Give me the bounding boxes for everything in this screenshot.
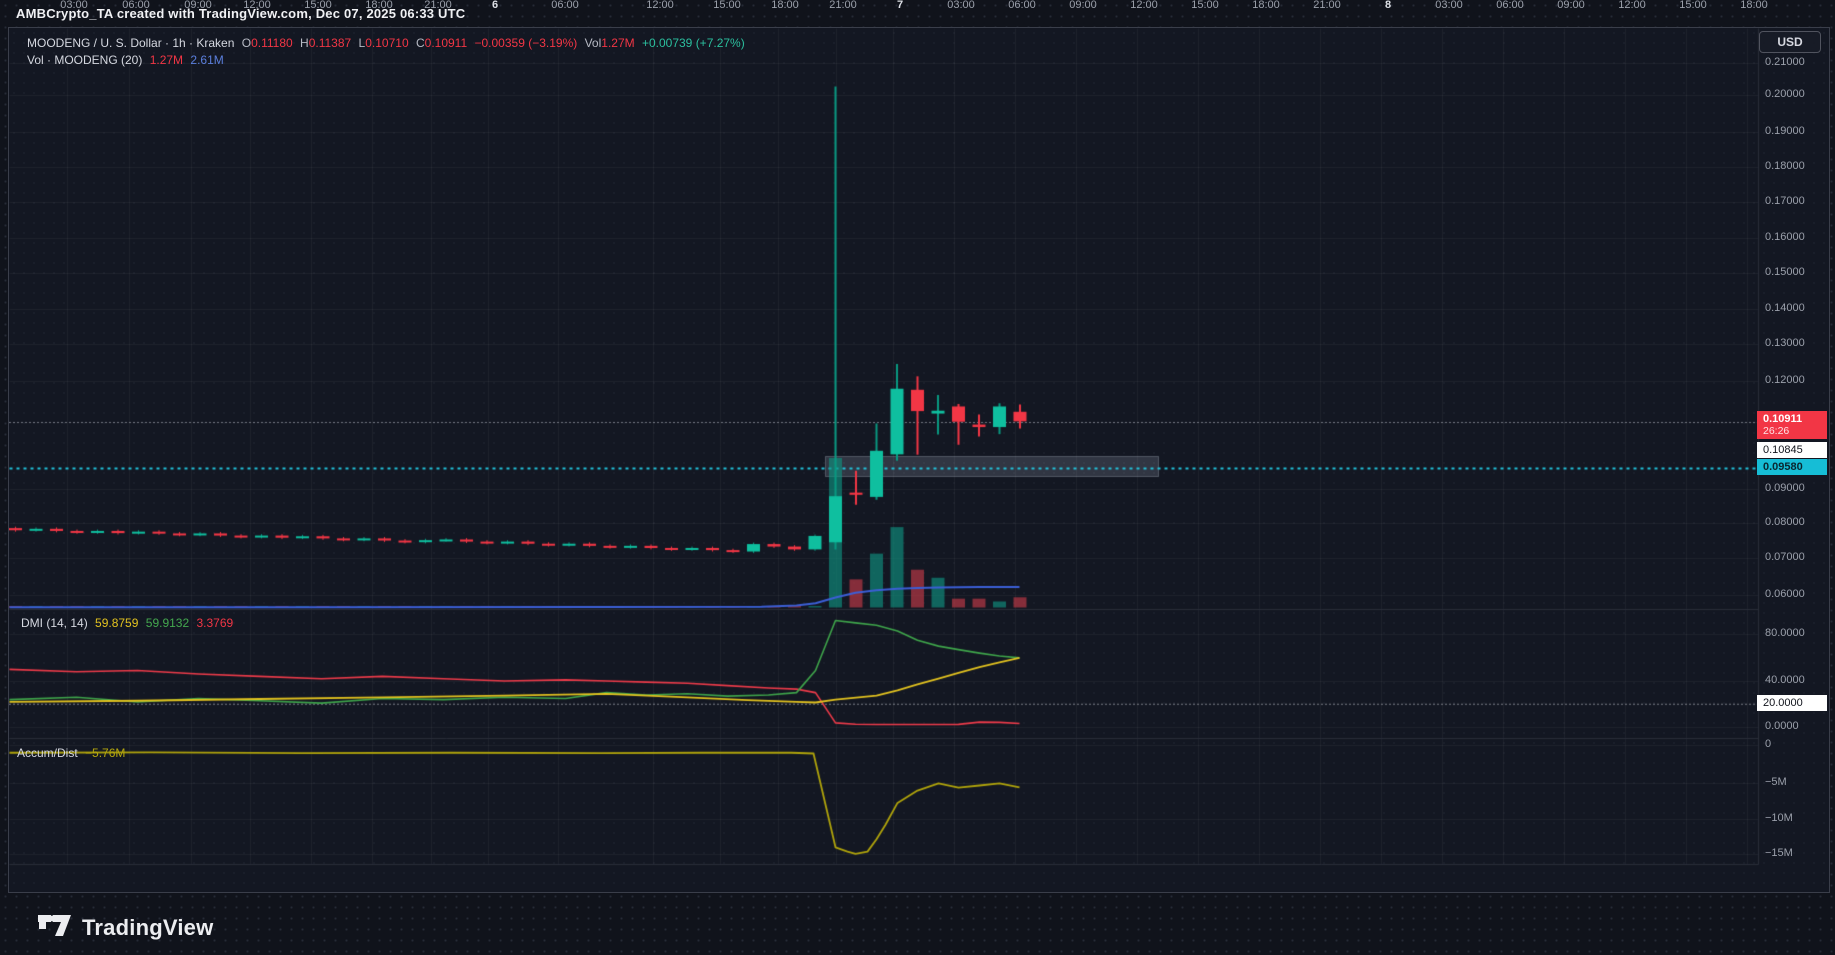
time-axis-tick: 12:00 [243,0,271,11]
ad-axis-tick: −10M [1765,812,1793,824]
tradingview-logo[interactable]: TradingView [38,910,213,945]
vol-change-value: +0.00739 (+7.27%) [641,36,745,50]
time-axis-tick: 21:00 [829,0,857,11]
vol-value: 1.27M [601,36,635,50]
dmi-legend[interactable]: DMI (14, 14) 59.8759 59.9132 3.3769 [21,616,237,630]
dmi-axis-tick: 0.0000 [1765,720,1799,732]
symbol-legend[interactable]: MOODENG / U. S. Dollar · 1h · Kraken O0.… [27,36,749,50]
time-axis-tick: 09:00 [1069,0,1097,11]
page-title: AMBCrypto_TA created with TradingView.co… [16,6,466,21]
time-axis-tick: 09:00 [1557,0,1585,11]
accum-dist-value: −5.76M [85,746,126,760]
time-axis-tick: 18:00 [771,0,799,11]
time-axis-tick: 12:00 [1618,0,1646,11]
price-axis-tick: 0.21000 [1765,56,1805,68]
last-price-badge: 0.10911 26:26 [1757,411,1827,439]
dmi-indicator-title[interactable]: DMI (14, 14) [21,616,88,630]
symbol-title[interactable]: MOODENG / U. S. Dollar · 1h · Kraken [27,36,235,50]
tradingview-logo-icon [38,910,72,945]
time-axis-tick: 18:00 [1740,0,1768,11]
time-axis-tick: 8 [1384,0,1392,11]
time-axis-tick: 18:00 [365,0,393,11]
close-label: C [415,36,425,50]
time-axis-tick: 06:00 [551,0,579,11]
low-label: L [358,36,366,50]
accum-dist-legend[interactable]: Accum/Dist −5.76M [17,746,129,760]
header-bar: AMBCrypto_TA created with TradingView.co… [0,0,1835,27]
time-axis-tick: 15:00 [304,0,332,11]
ad-axis-tick: −15M [1765,847,1793,859]
dmi-axis-tick: 80.0000 [1765,627,1805,639]
ad-axis-tick: 0 [1765,738,1772,750]
ad-axis-tick: −5M [1765,776,1787,788]
open-value: 0.11180 [251,36,293,50]
time-axis-tick: 06:00 [122,0,150,11]
volume-ma: 2.61M [190,53,224,67]
volume-legend[interactable]: Vol · MOODENG (20) 1.27M 2.61M [27,53,228,67]
vol-label: Vol [584,36,602,50]
time-axis-tick: 12:00 [646,0,674,11]
time-axis-tick: 7 [896,0,904,11]
tradingview-logo-text: TradingView [82,914,214,940]
price-axis-tick: 0.06000 [1765,588,1805,600]
time-axis-tick: 09:00 [184,0,212,11]
price-axis-tick: 0.08000 [1765,516,1805,528]
time-axis-tick: 18:00 [1252,0,1280,11]
dmi-level-badge: 20.0000 [1757,695,1827,711]
high-label: H [300,36,309,50]
price-axis-tick: 0.07000 [1765,551,1805,563]
change-value: −0.00359 (−3.19%) [474,36,578,50]
volume-indicator-title[interactable]: Vol · MOODENG (20) [27,53,143,67]
high-value: 0.11387 [308,36,352,50]
price-axis-tick: 0.18000 [1765,160,1805,172]
indicator-price-badge: 0.10845 [1757,442,1827,458]
time-axis-tick: 21:00 [424,0,452,11]
time-axis-tick: 15:00 [1191,0,1219,11]
chart-canvas[interactable] [9,28,1831,894]
time-axis-tick: 12:00 [1130,0,1158,11]
time-axis-tick: 15:00 [713,0,741,11]
price-axis-tick: 0.13000 [1765,337,1805,349]
dmi-minus-di-value: 3.3769 [196,616,234,630]
chart-widget: MOODENG / U. S. Dollar · 1h · Kraken O0.… [8,27,1831,894]
low-value: 0.10710 [365,36,409,50]
close-value: 0.10911 [424,36,468,50]
time-axis-tick: 21:00 [1313,0,1341,11]
dmi-plus-di-value: 59.9132 [145,616,190,630]
price-axis-tick: 0.12000 [1765,374,1805,386]
time-axis-tick: 03:00 [1435,0,1463,11]
price-axis-tick: 0.15000 [1765,266,1805,278]
price-axis-tick: 0.17000 [1765,195,1805,207]
time-axis-tick: 03:00 [60,0,88,11]
volume-current: 1.27M [149,53,184,67]
time-axis-tick: 03:00 [947,0,975,11]
open-label: O [241,36,252,50]
dmi-adx-value: 59.8759 [95,616,139,630]
price-axis-tick: 0.19000 [1765,125,1805,137]
time-axis-tick: 6 [491,0,499,11]
accum-dist-title[interactable]: Accum/Dist [17,746,78,760]
time-axis-tick: 15:00 [1679,0,1707,11]
currency-toggle-button[interactable]: USD [1759,31,1821,53]
time-axis-tick: 06:00 [1008,0,1036,11]
price-axis-tick: 0.20000 [1765,88,1805,100]
price-axis-tick: 0.09000 [1765,482,1805,494]
dmi-axis-tick: 40.0000 [1765,674,1805,686]
time-axis-tick: 06:00 [1496,0,1524,11]
price-axis-tick: 0.14000 [1765,302,1805,314]
alert-price-badge: 0.09580 [1757,459,1827,475]
price-axis-tick: 0.16000 [1765,231,1805,243]
